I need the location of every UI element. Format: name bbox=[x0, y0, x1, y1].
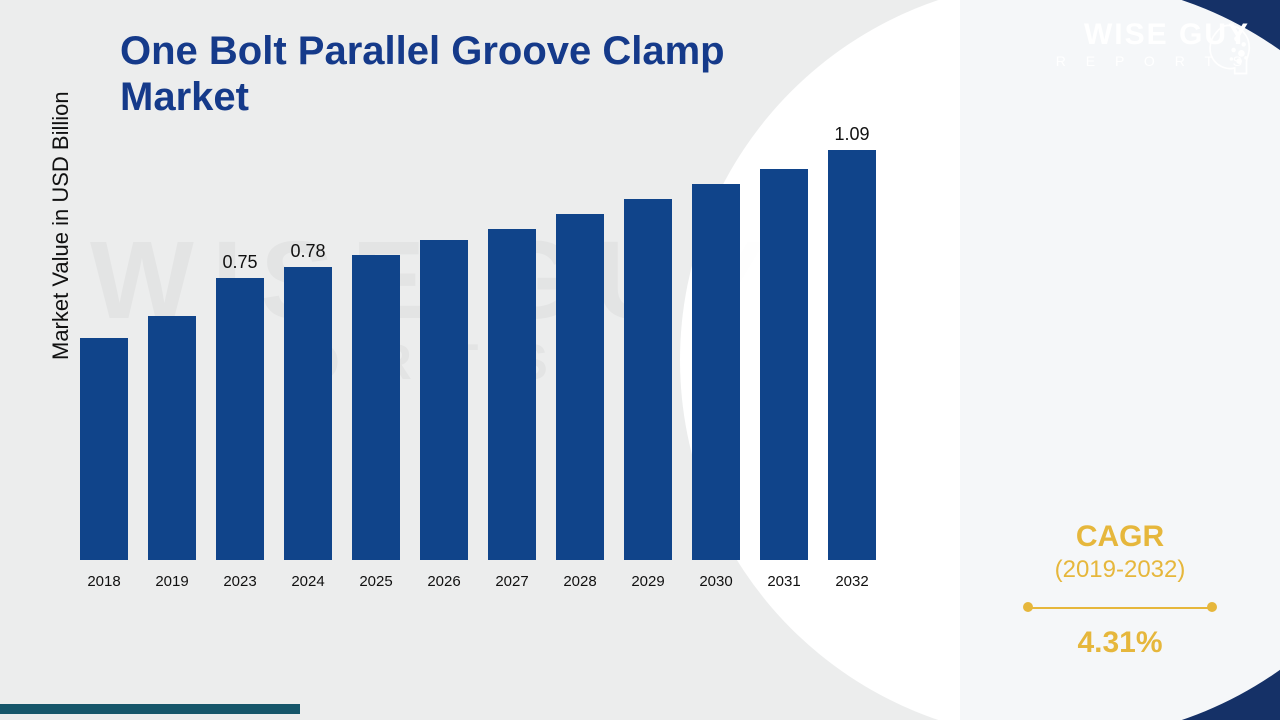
cagr-range: (2019-2032) bbox=[1020, 556, 1220, 584]
x-tick: 2018 bbox=[87, 573, 120, 590]
plot-area: 0.75 0.78 1.09 bbox=[80, 150, 900, 560]
x-tick: 2031 bbox=[767, 573, 800, 590]
bar bbox=[760, 169, 808, 560]
cagr-callout: CAGR (2019-2032) 4.31% bbox=[1020, 520, 1220, 660]
infographic-stage: WISE GUY REPORTS WISE GUY R E P O R T S … bbox=[0, 0, 1280, 720]
x-tick: 2029 bbox=[631, 573, 664, 590]
y-axis-label: Market Value in USD Billion bbox=[48, 91, 74, 360]
x-tick: 2024 bbox=[291, 573, 324, 590]
cagr-label: CAGR bbox=[1020, 520, 1220, 554]
bar: 0.75 bbox=[216, 278, 264, 560]
x-tick: 2025 bbox=[359, 573, 392, 590]
x-tick: 2032 bbox=[835, 573, 868, 590]
bar-rect bbox=[556, 214, 604, 560]
brand-head-icon bbox=[1200, 22, 1256, 78]
bar-rect bbox=[488, 229, 536, 560]
bar-rect bbox=[828, 150, 876, 560]
bar-chart: 0.75 0.78 1.09 2018 2019 2023 2024 2025 2026 202… bbox=[80, 150, 900, 590]
bar-rect bbox=[420, 240, 468, 560]
bar-rect bbox=[284, 267, 332, 560]
bar-value-label: 1.09 bbox=[834, 124, 869, 145]
bar-rect bbox=[760, 169, 808, 560]
x-tick: 2023 bbox=[223, 573, 256, 590]
x-tick: 2030 bbox=[699, 573, 732, 590]
bar bbox=[692, 184, 740, 560]
bar bbox=[420, 240, 468, 560]
bar bbox=[352, 255, 400, 560]
bar bbox=[488, 229, 536, 560]
bar-rect bbox=[624, 199, 672, 560]
chart-title: One Bolt Parallel Groove Clamp Market bbox=[120, 28, 840, 120]
bar-value-label: 0.75 bbox=[222, 252, 257, 273]
x-axis-ticks: 2018 2019 2023 2024 2025 2026 2027 2028 2029 2030… bbox=[80, 560, 900, 590]
bar bbox=[80, 338, 128, 560]
x-tick: 2026 bbox=[427, 573, 460, 590]
bar-rect bbox=[352, 255, 400, 560]
bar-rect bbox=[80, 338, 128, 560]
bar-rect bbox=[692, 184, 740, 560]
bar-rect bbox=[216, 278, 264, 560]
cagr-rule bbox=[1028, 606, 1212, 608]
bar: 1.09 bbox=[828, 150, 876, 560]
x-tick: 2028 bbox=[563, 573, 596, 590]
bar bbox=[556, 214, 604, 560]
brand-logo: WISE GUY R E P O R T S bbox=[1056, 20, 1250, 68]
x-tick: 2019 bbox=[155, 573, 188, 590]
bar bbox=[148, 316, 196, 560]
bar-value-label: 0.78 bbox=[290, 241, 325, 262]
bar-rect bbox=[148, 316, 196, 560]
cagr-dot-right bbox=[1207, 602, 1217, 612]
bar: 0.78 bbox=[284, 267, 332, 560]
cagr-dot-left bbox=[1023, 602, 1033, 612]
bar bbox=[624, 199, 672, 560]
x-tick: 2027 bbox=[495, 573, 528, 590]
cagr-value: 4.31% bbox=[1020, 626, 1220, 660]
bottom-accent-bar bbox=[0, 704, 300, 714]
